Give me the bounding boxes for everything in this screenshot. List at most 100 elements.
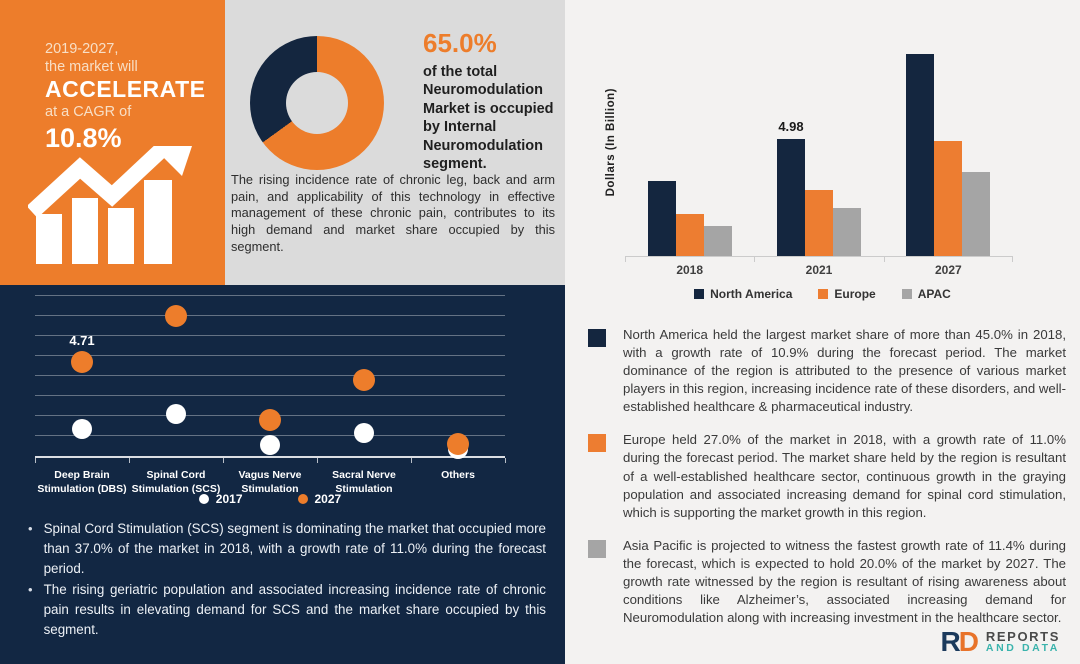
category-label: Vagus Nerve Stimulation bbox=[238, 469, 302, 495]
growth-arrow-icon bbox=[26, 132, 196, 269]
dot-plot-categories: Deep Brain Stimulation (DBS) Spinal Cord … bbox=[35, 469, 505, 496]
bar-North America-2018 bbox=[647, 181, 676, 256]
segment-panel: 65.0% of the total Neuromodulation Marke… bbox=[225, 0, 565, 285]
bar-chart-legend: North America Europe APAC bbox=[565, 287, 1080, 301]
dot-plot-chart: 4.71 bbox=[35, 294, 506, 463]
data-point-2017 bbox=[354, 423, 374, 443]
north-america-square-icon bbox=[588, 329, 606, 347]
data-point-2017 bbox=[260, 435, 280, 455]
apac-square-icon bbox=[588, 539, 606, 558]
logo-monogram-d: D bbox=[958, 626, 979, 657]
cagr-intro: the market will bbox=[45, 59, 138, 76]
bar-APAC-2018 bbox=[703, 226, 732, 256]
europe-square-icon bbox=[588, 434, 606, 453]
x-axis-label: 2027 bbox=[934, 263, 962, 277]
segment-callout: 65.0% of the total Neuromodulation Marke… bbox=[423, 28, 559, 173]
axis-tick bbox=[223, 458, 224, 463]
donut-hole bbox=[286, 72, 348, 134]
category-label: Sacral Nerve Stimulation bbox=[332, 469, 396, 495]
segment-headline: of the total Neuromodulation Market is o… bbox=[423, 64, 554, 173]
bar-chart-x-labels: 2018 2021 2027 bbox=[625, 263, 1013, 277]
cagr-years: 2019-2027, bbox=[45, 41, 119, 57]
data-point-2027 bbox=[353, 369, 375, 391]
dot-plot-panel: 4.71 Deep Brain Stimulation (DBS) Spinal … bbox=[0, 285, 565, 664]
regional-bar-chart: 4.98 bbox=[625, 42, 1013, 262]
left-top-row: 2019-2027, the market will ACCELERATE at… bbox=[0, 0, 565, 285]
gridline bbox=[35, 375, 505, 376]
scs-bullet-list: • Spinal Cord Stimulation (SCS) segment … bbox=[22, 519, 546, 642]
axis-tick bbox=[505, 458, 506, 463]
bar-group-2027 bbox=[906, 53, 991, 256]
logo-wordmark: REPORTS AND DATA bbox=[985, 628, 1060, 655]
data-label: 4.71 bbox=[69, 332, 95, 348]
bar-group-2021: 4.98 bbox=[776, 119, 861, 256]
segment-percent: 65.0% bbox=[423, 28, 497, 58]
region-item-asia-pacific: Asia Pacific is projected to witness the… bbox=[588, 537, 1066, 627]
bar-APAC-2021 bbox=[832, 208, 861, 256]
legend-item-2017: 2017 bbox=[198, 492, 243, 506]
category-label: Others bbox=[441, 469, 475, 481]
logo-monogram-r: R bbox=[940, 626, 960, 657]
legend-item-europe: Europe bbox=[818, 287, 876, 301]
legend-item-apac: APAC bbox=[901, 287, 951, 301]
legend-square-icon bbox=[694, 289, 705, 299]
bar-Europe-2021 bbox=[804, 190, 833, 256]
legend-item-north-america: North America bbox=[694, 287, 792, 301]
x-axis-label: 2018 bbox=[676, 263, 704, 277]
legend-item-2027: 2027 bbox=[297, 492, 341, 506]
dot-plot-legend: 2017 2027 bbox=[35, 492, 505, 506]
bullet-dot-icon: • bbox=[28, 582, 33, 598]
data-point-2027 bbox=[447, 433, 469, 455]
accelerate-word: ACCELERATE bbox=[45, 76, 206, 103]
cagr-value: 10.8% bbox=[45, 122, 122, 153]
gridline bbox=[35, 315, 505, 316]
axis-tick bbox=[883, 257, 885, 262]
bar-Europe-2018 bbox=[675, 214, 704, 256]
segment-body: The rising incidence rate of chronic leg… bbox=[231, 172, 555, 254]
axis-tick bbox=[625, 257, 626, 262]
bar-North America-2021: 4.98 bbox=[776, 119, 805, 256]
region-item-europe: Europe held 27.0% of the market in 2018,… bbox=[588, 431, 1066, 521]
data-point-2027 bbox=[259, 409, 281, 431]
left-column: 2019-2027, the market will ACCELERATE at… bbox=[0, 0, 565, 664]
category-label: Deep Brain Stimulation (DBS) bbox=[37, 469, 127, 495]
data-point-2017 bbox=[166, 404, 186, 424]
right-column: Dollars (In Billion) 4.98 2018 2021 2027 N… bbox=[565, 0, 1080, 664]
axis-tick bbox=[754, 257, 756, 262]
gridline bbox=[35, 295, 505, 296]
region-bullet-list: North America held the largest market sh… bbox=[588, 326, 1066, 642]
cagr-panel: 2019-2027, the market will ACCELERATE at… bbox=[0, 0, 225, 285]
legend-dot-icon bbox=[297, 494, 308, 504]
bar-APAC-2027 bbox=[962, 172, 991, 256]
bullet-dot-icon: • bbox=[28, 521, 33, 536]
bar-North America-2027 bbox=[906, 53, 935, 256]
scs-bullet-2: • The rising geriatric population and as… bbox=[22, 580, 546, 639]
donut-chart bbox=[250, 36, 384, 170]
x-axis-label: 2021 bbox=[805, 263, 833, 277]
bar-chart-y-axis-label: Dollars (In Billion) bbox=[605, 88, 617, 197]
axis-tick bbox=[1012, 257, 1013, 262]
scs-bullet-1: • Spinal Cord Stimulation (SCS) segment … bbox=[22, 519, 546, 578]
data-point-2027 bbox=[71, 350, 93, 373]
legend-square-icon bbox=[901, 289, 912, 299]
data-label: 4.98 bbox=[778, 119, 804, 135]
bar-group-2018 bbox=[647, 181, 732, 256]
legend-square-icon bbox=[818, 289, 829, 299]
axis-tick bbox=[35, 458, 36, 463]
region-item-north-america: North America held the largest market sh… bbox=[588, 326, 1066, 416]
axis-tick bbox=[411, 458, 412, 463]
legend-dot-icon bbox=[198, 494, 209, 504]
data-point-2017 bbox=[72, 419, 92, 439]
gridline bbox=[35, 335, 505, 336]
cagr-label: at a CAGR of bbox=[45, 103, 132, 120]
bar-Europe-2027 bbox=[934, 140, 963, 256]
axis-tick bbox=[317, 458, 318, 463]
category-label: Spinal Cord Stimulation (SCS) bbox=[131, 469, 221, 495]
gridline bbox=[35, 355, 505, 356]
axis-tick bbox=[129, 458, 130, 463]
data-point-2027 bbox=[165, 305, 187, 327]
cagr-panel-text: 2019-2027, the market will ACCELERATE at… bbox=[45, 40, 205, 154]
gridline bbox=[35, 395, 505, 396]
